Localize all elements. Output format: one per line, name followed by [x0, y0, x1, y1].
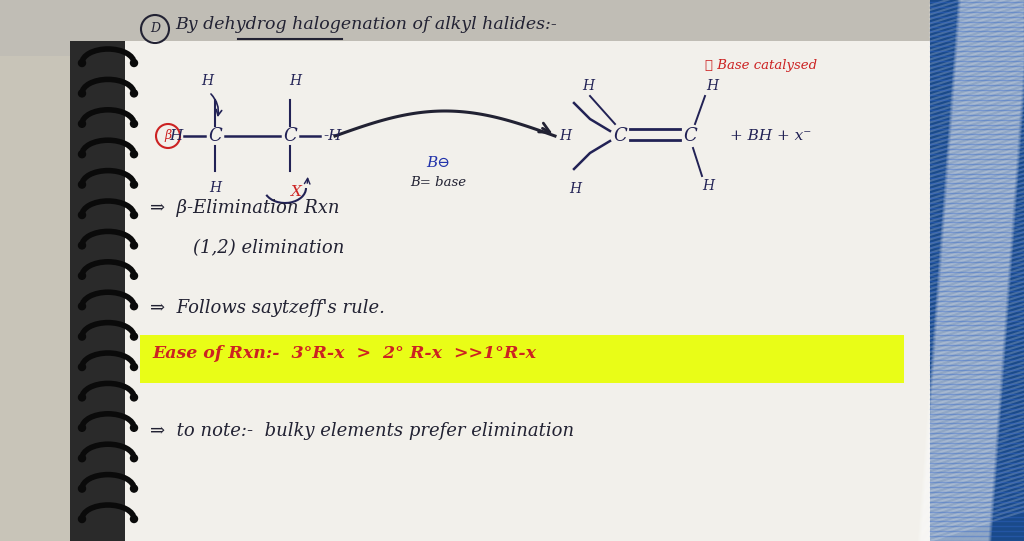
Text: By dehydrog halogenation of alkyl halides:-: By dehydrog halogenation of alkyl halide… — [175, 16, 557, 33]
Circle shape — [130, 424, 137, 431]
Circle shape — [79, 60, 85, 67]
Text: H: H — [209, 181, 221, 195]
Circle shape — [130, 394, 137, 401]
Circle shape — [130, 60, 137, 67]
Circle shape — [130, 303, 137, 309]
Text: H: H — [201, 74, 213, 88]
Text: (1,2) elimination: (1,2) elimination — [170, 239, 344, 257]
Text: + BH + x⁻: + BH + x⁻ — [730, 129, 811, 143]
FancyBboxPatch shape — [140, 335, 904, 383]
Circle shape — [79, 485, 85, 492]
Circle shape — [130, 364, 137, 371]
Text: H: H — [582, 79, 594, 93]
Text: -H: -H — [323, 129, 341, 143]
Text: ⇒  to note:-  bulky elements prefer elimination: ⇒ to note:- bulky elements prefer elimin… — [150, 422, 574, 440]
Text: H: H — [559, 129, 571, 143]
Text: β: β — [165, 129, 172, 142]
Circle shape — [79, 242, 85, 249]
Circle shape — [79, 90, 85, 97]
Text: B⊖: B⊖ — [426, 156, 450, 170]
Circle shape — [130, 120, 137, 127]
Circle shape — [130, 272, 137, 279]
Text: Ease of Rxn:-  3°R-x  >  2° R-x  >>1°R-x: Ease of Rxn:- 3°R-x > 2° R-x >>1°R-x — [152, 345, 536, 362]
Text: H: H — [169, 129, 182, 143]
Text: C: C — [208, 127, 222, 145]
FancyBboxPatch shape — [0, 0, 1024, 56]
Circle shape — [130, 516, 137, 523]
Circle shape — [130, 242, 137, 249]
Circle shape — [79, 272, 85, 279]
Text: X: X — [291, 185, 301, 199]
FancyBboxPatch shape — [930, 0, 1024, 541]
Circle shape — [130, 212, 137, 219]
Circle shape — [79, 454, 85, 461]
Circle shape — [79, 181, 85, 188]
Text: ∴ Base catalysed: ∴ Base catalysed — [705, 59, 817, 72]
Text: D: D — [150, 23, 160, 36]
Circle shape — [79, 212, 85, 219]
Text: C: C — [683, 127, 697, 145]
Circle shape — [79, 394, 85, 401]
Text: ⇒  Follows saytzeff's rule.: ⇒ Follows saytzeff's rule. — [150, 299, 385, 317]
Circle shape — [79, 364, 85, 371]
FancyBboxPatch shape — [115, 41, 961, 541]
Text: H: H — [289, 74, 301, 88]
Circle shape — [79, 424, 85, 431]
Text: B= base: B= base — [410, 176, 466, 189]
Text: H: H — [569, 182, 581, 196]
Circle shape — [79, 151, 85, 157]
Circle shape — [79, 303, 85, 309]
Circle shape — [79, 516, 85, 523]
Text: ⇒  β-Elimination Rxn: ⇒ β-Elimination Rxn — [150, 199, 340, 217]
Circle shape — [130, 454, 137, 461]
Text: C: C — [283, 127, 297, 145]
Circle shape — [79, 120, 85, 127]
Circle shape — [130, 485, 137, 492]
Circle shape — [130, 333, 137, 340]
Circle shape — [130, 151, 137, 157]
Circle shape — [79, 333, 85, 340]
Text: H: H — [706, 79, 718, 93]
Circle shape — [130, 90, 137, 97]
Circle shape — [130, 181, 137, 188]
FancyBboxPatch shape — [70, 41, 125, 541]
Text: C: C — [613, 127, 627, 145]
Text: H: H — [701, 179, 714, 193]
